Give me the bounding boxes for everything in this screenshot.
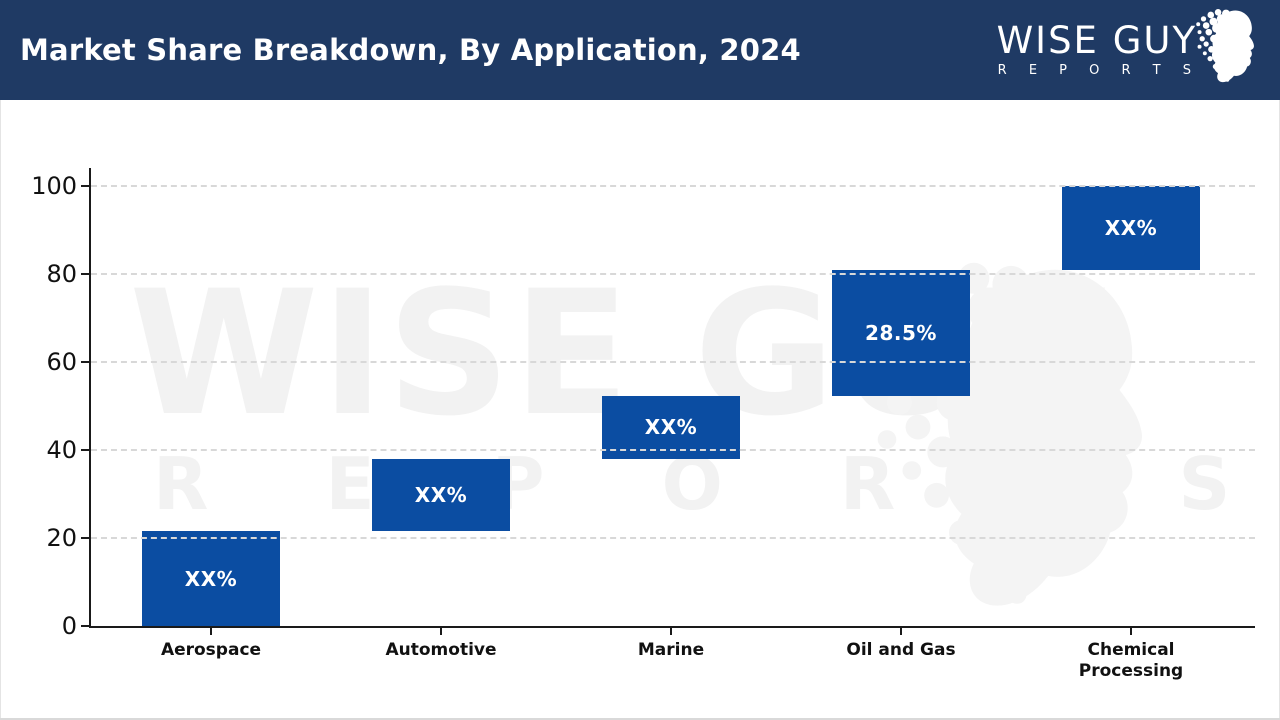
gridline-20	[91, 537, 1255, 539]
bar-chemical-processing: XX%	[1062, 186, 1200, 271]
bar-oil-and-gas: 28.5%	[832, 270, 970, 396]
gridline-60	[91, 361, 1255, 363]
y-tick-label-0: 0	[61, 612, 77, 640]
bar-automotive: XX%	[372, 458, 510, 532]
gridline-40	[91, 449, 1255, 451]
y-axis-line	[89, 168, 91, 628]
category-label: Oil and Gas	[846, 640, 956, 660]
chart-area: WISE GUY R E P O R T S 0 20 40 60 80 100 XX% Ae…	[0, 100, 1280, 720]
y-tick-label-20: 20	[46, 524, 77, 552]
wise-guy-head-icon	[1196, 8, 1254, 83]
x-tick-2	[670, 628, 672, 635]
page-title: Market Share Breakdown, By Application, …	[20, 33, 801, 67]
category-label: Chemical Processing	[1078, 640, 1184, 682]
logo-subtitle: R E P O R T S	[997, 63, 1200, 78]
y-tick-20	[81, 537, 89, 539]
category-label: Aerospace	[160, 640, 262, 660]
y-tick-60	[81, 361, 89, 363]
bar-value-label: XX%	[184, 566, 238, 591]
bar-value-label: 28.5%	[865, 321, 937, 346]
x-tick-3	[900, 628, 902, 635]
y-tick-label-100: 100	[31, 172, 77, 200]
logo-text: WISE GUY R E P O R T S	[994, 22, 1200, 78]
y-tick-0	[81, 625, 89, 627]
x-tick-4	[1130, 628, 1132, 635]
y-tick-80	[81, 273, 89, 275]
gridline-80	[91, 273, 1255, 275]
wise-guy-logo: WISE GUY R E P O R T S	[994, 6, 1266, 94]
logo-wordmark: WISE GUY	[996, 19, 1198, 62]
bar-value-label: XX%	[414, 483, 468, 508]
bar-aerospace: XX%	[142, 531, 280, 626]
category-label: Automotive	[385, 640, 497, 660]
header-bar: Market Share Breakdown, By Application, …	[0, 0, 1280, 100]
bar-marine: XX%	[602, 395, 740, 459]
y-tick-label-40: 40	[46, 436, 77, 464]
y-tick-100	[81, 185, 89, 187]
y-tick-label-60: 60	[46, 348, 77, 376]
bar-value-label: XX%	[1104, 216, 1158, 241]
x-tick-0	[210, 628, 212, 635]
x-axis-line	[89, 626, 1255, 628]
y-tick-40	[81, 449, 89, 451]
bar-value-label: XX%	[644, 415, 698, 440]
bottom-divider	[0, 718, 1280, 720]
category-label: Marine	[637, 640, 705, 660]
gridline-100	[91, 185, 1255, 187]
x-tick-1	[440, 628, 442, 635]
y-tick-label-80: 80	[46, 260, 77, 288]
